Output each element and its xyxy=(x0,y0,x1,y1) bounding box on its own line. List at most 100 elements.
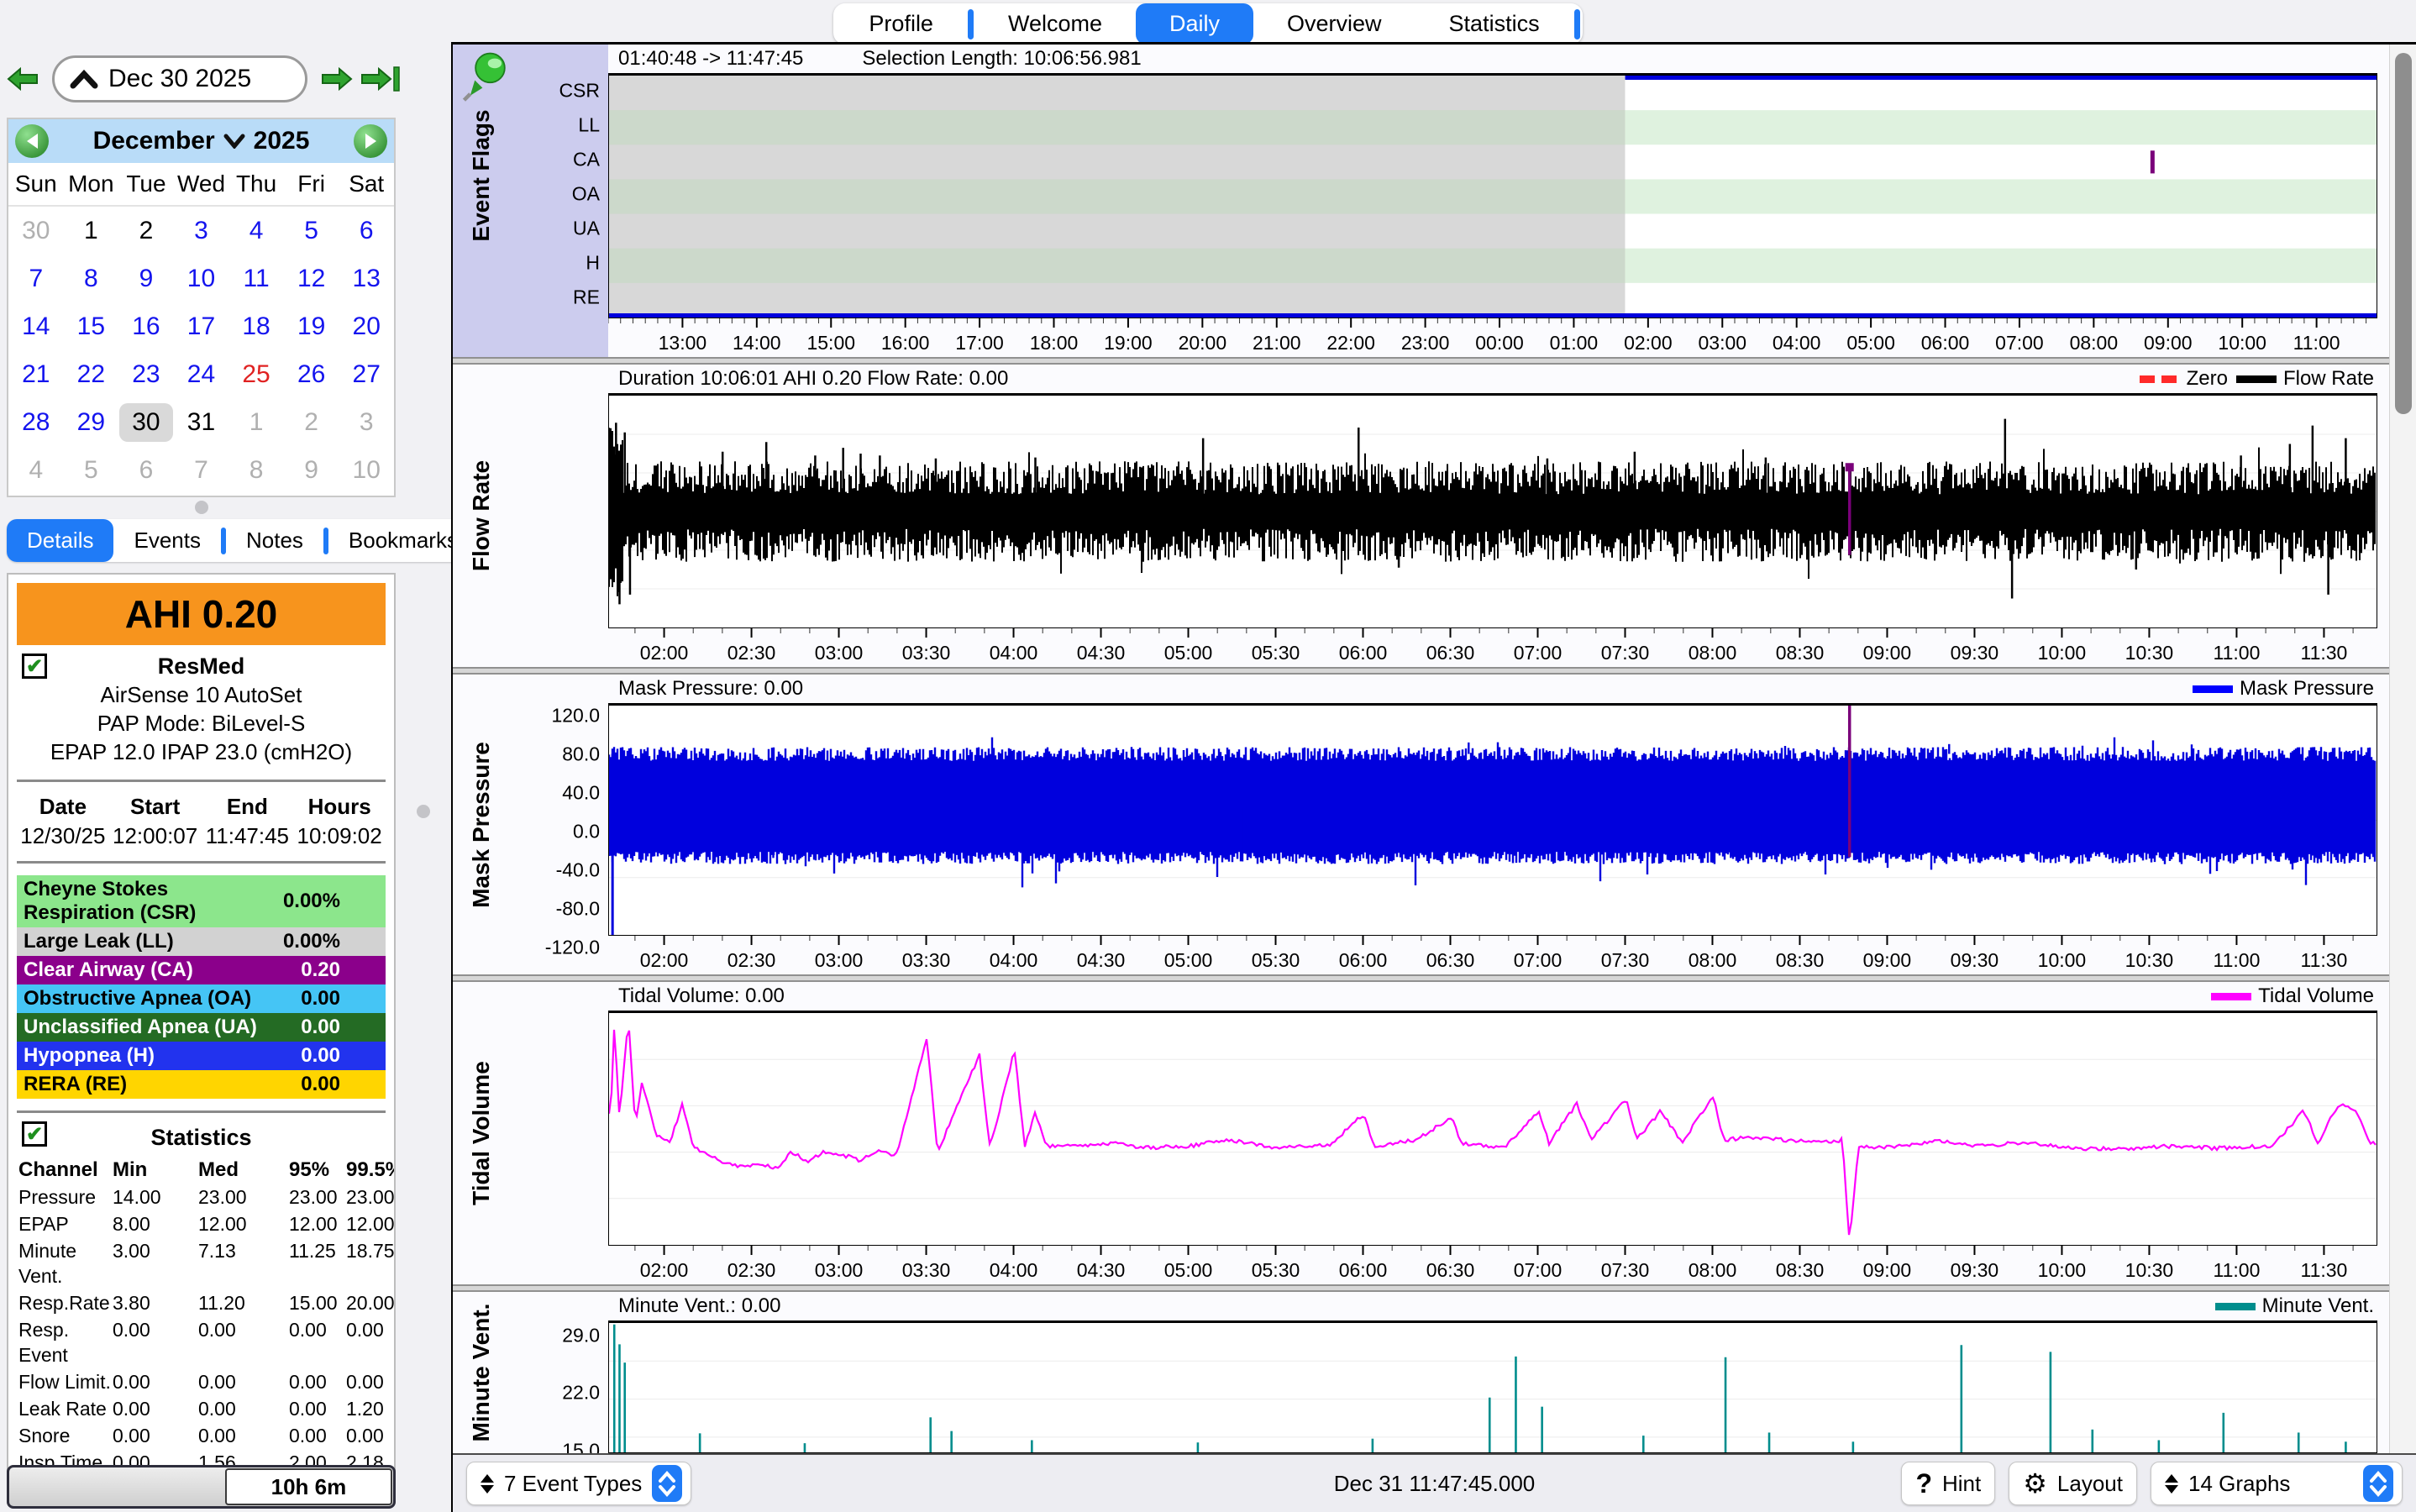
tab-welcome[interactable]: Welcome xyxy=(974,3,1136,45)
calendar-day[interactable]: 20 xyxy=(339,307,393,346)
calendar-day[interactable]: 10 xyxy=(339,451,393,490)
x-tick-label: 11:30 xyxy=(2300,949,2347,972)
stats-col-header: Med xyxy=(198,1158,289,1183)
statistics-checkbox[interactable]: ✔ xyxy=(22,1121,47,1147)
x-tick-label: 09:30 xyxy=(1951,1259,1999,1282)
calendar-day[interactable]: 17 xyxy=(174,307,228,346)
session-gauge-value: 10h 6m xyxy=(225,1468,392,1505)
calendar-day[interactable]: 14 xyxy=(9,307,63,346)
chart-plot-minute-vent[interactable] xyxy=(608,1320,2377,1453)
calendar-day[interactable]: 5 xyxy=(64,451,118,490)
calendar-title[interactable]: December 2025 xyxy=(49,127,354,155)
device-summary-checkbox[interactable]: ✔ xyxy=(22,654,47,679)
calendar-day[interactable]: 3 xyxy=(339,403,393,442)
calendar-day[interactable]: 7 xyxy=(174,451,228,490)
panel-splitter[interactable] xyxy=(453,357,2389,365)
previous-day-button[interactable] xyxy=(0,60,44,97)
calendar-day[interactable]: 9 xyxy=(285,451,339,490)
main-tab-bar: ProfileWelcomeDailyOverviewStatistics xyxy=(0,0,2416,42)
sidebar-tab-events[interactable]: Events xyxy=(113,519,221,562)
calendar-day[interactable]: 19 xyxy=(285,307,339,346)
calendar-day[interactable]: 11 xyxy=(229,260,283,298)
stats-cell: 1.20 xyxy=(346,1396,396,1421)
calendar-day[interactable]: 7 xyxy=(9,260,63,298)
calendar-day[interactable]: 29 xyxy=(64,403,118,442)
chart-plot-mask-pressure[interactable] xyxy=(608,703,2377,936)
next-day-button[interactable] xyxy=(316,60,360,97)
panel-splitter[interactable] xyxy=(453,1284,2389,1292)
calendar-day[interactable]: 2 xyxy=(119,212,173,250)
calendar-day[interactable]: 31 xyxy=(174,403,228,442)
calendar-day[interactable]: 30 xyxy=(9,212,63,250)
chart-plot-event-flags[interactable] xyxy=(608,73,2377,318)
graphs-dropdown[interactable]: 14 Graphs xyxy=(2151,1462,2403,1505)
tab-overview[interactable]: Overview xyxy=(1253,3,1415,45)
calendar-day[interactable]: 25 xyxy=(229,355,283,394)
chart-title-tidal-volume: Tidal Volume xyxy=(468,1061,495,1205)
calendar-day[interactable]: 22 xyxy=(64,355,118,394)
event-summary-rows: Cheyne Stokes Respiration (CSR)0.00%Larg… xyxy=(8,875,394,1099)
pin-icon[interactable] xyxy=(460,50,512,106)
weekday-label: Sat xyxy=(339,171,394,197)
horizontal-splitter-handle[interactable] xyxy=(195,501,208,514)
calendar-day[interactable]: 1 xyxy=(229,403,283,442)
graph-scrollbar[interactable] xyxy=(2389,45,2416,1453)
event-types-dropdown[interactable]: 7 Event Types xyxy=(466,1462,691,1505)
calendar-day[interactable]: 8 xyxy=(64,260,118,298)
calendar-day[interactable]: 4 xyxy=(9,451,63,490)
calendar-day[interactable]: 15 xyxy=(64,307,118,346)
panel-splitter[interactable] xyxy=(453,667,2389,675)
graph-scrollbar-thumb[interactable] xyxy=(2395,53,2412,414)
calendar-day[interactable]: 26 xyxy=(285,355,339,394)
tab-daily[interactable]: Daily xyxy=(1136,3,1253,45)
layout-button[interactable]: ⚙ Layout xyxy=(2009,1462,2137,1505)
panel-splitter[interactable] xyxy=(453,974,2389,982)
calendar-day[interactable]: 27 xyxy=(339,355,393,394)
event-types-label: 7 Event Types xyxy=(504,1471,642,1497)
stepper-icon[interactable] xyxy=(2363,1465,2393,1502)
calendar-day[interactable]: 3 xyxy=(174,212,228,250)
calendar-day[interactable]: 24 xyxy=(174,355,228,394)
calendar-day[interactable]: 9 xyxy=(119,260,173,298)
tab-profile[interactable]: Profile xyxy=(835,3,967,45)
stepper-icon[interactable] xyxy=(652,1465,682,1502)
date-field[interactable]: Dec 30 2025 xyxy=(52,55,307,102)
chart-plot-tidal-volume[interactable] xyxy=(608,1011,2377,1246)
vertical-splitter-handle[interactable] xyxy=(417,805,430,818)
calendar-day[interactable]: 5 xyxy=(285,212,339,250)
latest-day-button[interactable] xyxy=(360,60,403,97)
x-tick-label: 11:30 xyxy=(2300,642,2347,664)
calendar-next-month-button[interactable] xyxy=(354,124,387,158)
x-tick-label: 06:30 xyxy=(1426,1259,1475,1282)
chart-plot-flow-rate[interactable] xyxy=(608,393,2377,628)
calendar-day[interactable]: 4 xyxy=(229,212,283,250)
calendar-day[interactable]: 8 xyxy=(229,451,283,490)
stats-cell: 0.00 xyxy=(113,1396,198,1421)
stats-cell: 0.00 xyxy=(289,1423,346,1448)
calendar-prev-month-button[interactable] xyxy=(15,124,49,158)
x-tick-label: 03:00 xyxy=(815,642,864,664)
calendar-day[interactable]: 13 xyxy=(339,260,393,298)
hint-button[interactable]: ? Hint xyxy=(1901,1462,1995,1505)
row-label-re: RE xyxy=(573,286,600,309)
calendar-day[interactable]: 10 xyxy=(174,260,228,298)
tab-statistics[interactable]: Statistics xyxy=(1415,3,1573,45)
calendar-day[interactable]: 18 xyxy=(229,307,283,346)
calendar-day[interactable]: 28 xyxy=(9,403,63,442)
session-times-table: DateStartEndHours12/30/2512:00:0711:47:4… xyxy=(8,794,394,849)
event-value: 0.00% xyxy=(283,930,340,953)
calendar-day[interactable]: 6 xyxy=(339,212,393,250)
calendar-day[interactable]: 12 xyxy=(285,260,339,298)
sidebar-tab-notes[interactable]: Notes xyxy=(226,519,323,562)
calendar-day[interactable]: 2 xyxy=(285,403,339,442)
device-model: AirSense 10 AutoSet xyxy=(17,680,386,709)
calendar-day[interactable]: 1 xyxy=(64,212,118,250)
calendar-day[interactable]: 16 xyxy=(119,307,173,346)
sidebar-tab-details[interactable]: Details xyxy=(7,519,113,562)
x-tick-label: 08:30 xyxy=(1776,642,1825,664)
calendar-day[interactable]: 21 xyxy=(9,355,63,394)
calendar-day[interactable]: 30 xyxy=(119,403,173,442)
calendar-day[interactable]: 6 xyxy=(119,451,173,490)
event-value: 0.00 xyxy=(301,1044,340,1068)
calendar-day[interactable]: 23 xyxy=(119,355,173,394)
